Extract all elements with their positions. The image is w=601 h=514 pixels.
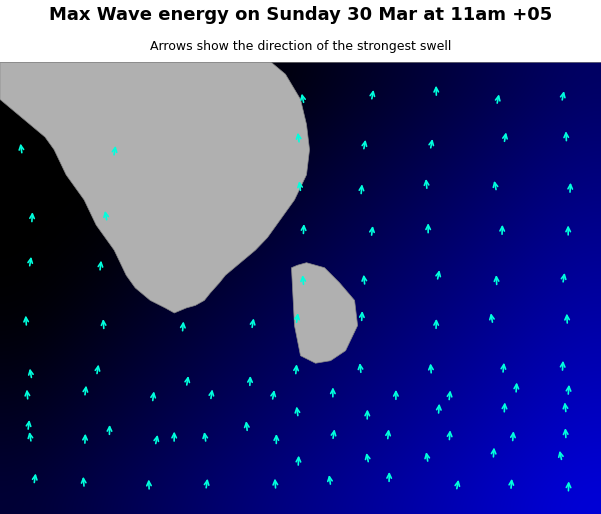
Text: Arrows show the direction of the strongest swell: Arrows show the direction of the stronge… <box>150 40 451 53</box>
Polygon shape <box>291 263 358 363</box>
Text: Max Wave energy on Sunday 30 Mar at 11am +05: Max Wave energy on Sunday 30 Mar at 11am… <box>49 6 552 25</box>
Polygon shape <box>0 62 310 313</box>
